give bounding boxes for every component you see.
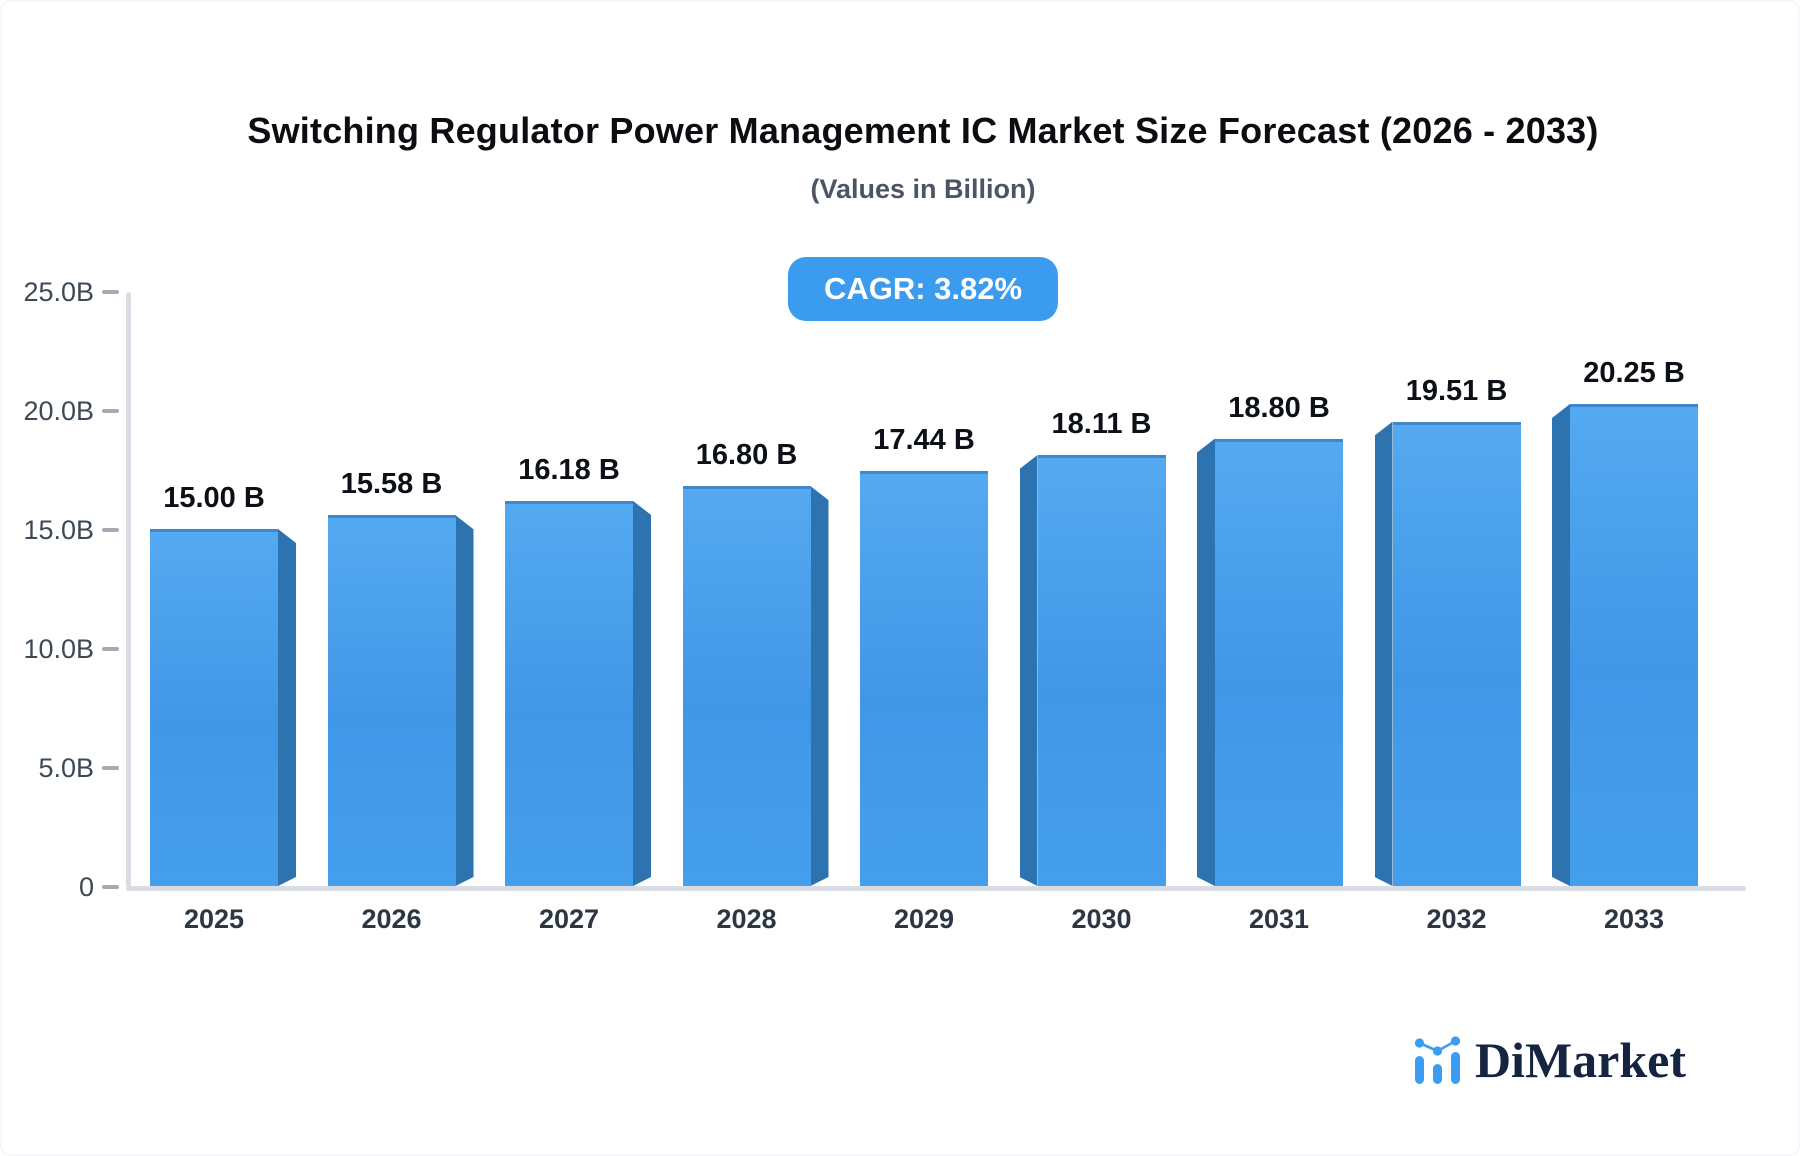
bar-2028	[682, 486, 811, 886]
bar-2032	[1392, 421, 1521, 886]
bar-value-label: 15.00 B	[163, 482, 265, 514]
bar-3d-side	[1020, 455, 1038, 886]
x-axis-label: 2032	[1426, 904, 1487, 934]
bar-3d-side	[1197, 439, 1215, 886]
chart-title: Switching Regulator Power Management IC …	[247, 110, 1599, 151]
y-axis-tick	[102, 885, 119, 889]
bar-3d-side	[278, 529, 296, 886]
bar-2025	[150, 529, 278, 886]
y-axis-label: 0	[78, 872, 94, 902]
brand-logo-text: DiMarket	[1474, 1032, 1686, 1088]
x-axis-label: 2033	[1603, 904, 1665, 934]
bar-3d-side	[811, 486, 829, 886]
y-axis-tick	[102, 409, 119, 413]
chart-subtitle: (Values in Billion)	[810, 174, 1036, 204]
y-axis-tick	[102, 647, 119, 651]
y-axis-label: 15.0B	[23, 515, 94, 545]
x-axis-label: 2025	[183, 904, 245, 934]
bar-2027	[505, 500, 633, 886]
x-axis-label: 2029	[893, 904, 955, 934]
x-axis-baseline	[126, 886, 1746, 891]
bar-2030	[1037, 454, 1166, 886]
bar-value-label: 16.80 B	[695, 439, 798, 472]
bar-2026	[327, 515, 456, 886]
bar-2033	[1570, 404, 1698, 886]
bar-value-label: 20.25 B	[1583, 357, 1685, 390]
bar-2031	[1215, 438, 1343, 886]
x-axis-label: 2026	[361, 904, 422, 934]
dimarket-logo-icon	[1414, 1036, 1461, 1084]
bar-value-label: 16.18 B	[518, 453, 620, 486]
y-axis-label: 5.0B	[38, 753, 94, 783]
y-axis-tick	[102, 528, 119, 532]
bar-3d-side	[633, 501, 651, 886]
bar-3d-side	[1552, 404, 1570, 886]
bar-3d-side	[1375, 422, 1393, 886]
bar-2029	[860, 470, 988, 886]
y-axis-tick	[102, 766, 119, 770]
bar-value-label: 18.11 B	[1051, 407, 1152, 440]
bar-value-label: 17.44 B	[873, 423, 975, 456]
y-axis-label: 20.0B	[23, 396, 94, 426]
x-axis-label: 2028	[716, 904, 777, 934]
bar-value-label: 18.80 B	[1228, 391, 1330, 424]
x-axis-label: 2030	[1071, 904, 1132, 934]
y-axis-label: 10.0B	[23, 634, 94, 664]
y-axis-line	[126, 292, 131, 887]
bar-value-label: 19.51 B	[1405, 374, 1508, 407]
bar-3d-side	[456, 515, 474, 886]
y-axis-tick	[102, 290, 119, 294]
y-axis-label: 25.0B	[23, 277, 94, 307]
x-axis-label: 2031	[1248, 904, 1310, 934]
bar-value-label: 15.58 B	[340, 468, 443, 501]
x-axis-label: 2027	[538, 904, 600, 934]
cagr-badge: CAGR: 3.82%	[787, 257, 1059, 321]
brand-logo: DiMarket	[1413, 1034, 1686, 1086]
